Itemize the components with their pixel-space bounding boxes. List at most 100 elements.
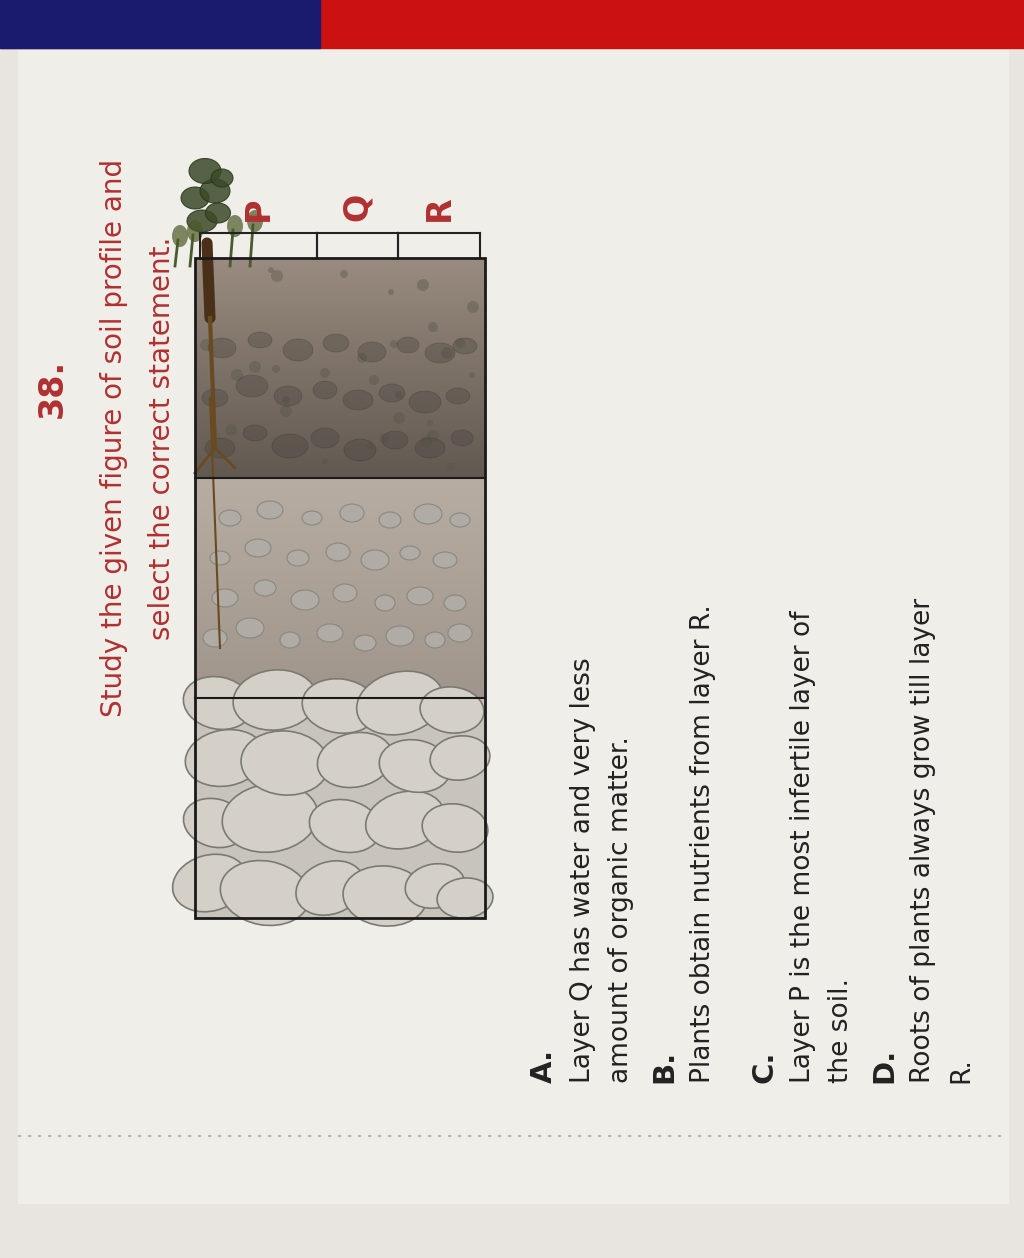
Circle shape <box>231 369 243 381</box>
Circle shape <box>441 347 453 359</box>
Ellipse shape <box>400 546 420 560</box>
Circle shape <box>200 338 212 351</box>
Ellipse shape <box>437 878 493 918</box>
Ellipse shape <box>406 864 465 908</box>
Ellipse shape <box>397 337 419 353</box>
Ellipse shape <box>210 551 230 565</box>
Ellipse shape <box>254 580 276 596</box>
Circle shape <box>417 279 429 291</box>
Ellipse shape <box>379 512 401 528</box>
Ellipse shape <box>379 740 451 793</box>
Ellipse shape <box>203 629 227 647</box>
Ellipse shape <box>189 159 221 184</box>
Ellipse shape <box>227 215 243 237</box>
Ellipse shape <box>386 626 414 647</box>
Bar <box>0 0 319 48</box>
Ellipse shape <box>358 342 386 362</box>
Text: Study the given figure of soil profile and: Study the given figure of soil profile a… <box>100 159 128 717</box>
Ellipse shape <box>181 187 209 209</box>
Circle shape <box>428 322 438 332</box>
Text: R.: R. <box>948 1057 974 1083</box>
Circle shape <box>388 289 394 294</box>
Ellipse shape <box>425 343 455 364</box>
Ellipse shape <box>356 671 443 735</box>
Text: amount of organic matter.: amount of organic matter. <box>608 736 634 1083</box>
Ellipse shape <box>309 800 381 853</box>
Ellipse shape <box>313 381 337 399</box>
Text: Layer P is the most infertile layer of: Layer P is the most infertile layer of <box>790 610 816 1083</box>
Circle shape <box>427 420 433 426</box>
Ellipse shape <box>172 225 188 247</box>
Ellipse shape <box>366 791 444 849</box>
Circle shape <box>427 430 439 442</box>
Ellipse shape <box>220 860 309 926</box>
Ellipse shape <box>311 428 339 448</box>
Circle shape <box>420 437 432 448</box>
Text: P: P <box>243 196 275 221</box>
Text: D.: D. <box>870 1048 898 1083</box>
Ellipse shape <box>205 438 234 458</box>
Circle shape <box>340 270 348 278</box>
Ellipse shape <box>333 584 357 603</box>
Ellipse shape <box>379 384 406 403</box>
Circle shape <box>469 372 475 377</box>
Circle shape <box>455 338 465 348</box>
Ellipse shape <box>248 332 272 348</box>
Ellipse shape <box>219 509 241 526</box>
Circle shape <box>272 365 280 374</box>
Ellipse shape <box>202 389 228 408</box>
Ellipse shape <box>450 513 470 527</box>
Ellipse shape <box>414 504 442 525</box>
Ellipse shape <box>344 439 376 460</box>
Ellipse shape <box>317 624 343 642</box>
Circle shape <box>322 458 328 464</box>
Ellipse shape <box>236 375 268 398</box>
Circle shape <box>393 413 406 424</box>
Ellipse shape <box>274 386 302 406</box>
Ellipse shape <box>257 501 283 520</box>
Circle shape <box>369 375 379 385</box>
Ellipse shape <box>420 687 484 733</box>
Circle shape <box>319 369 330 377</box>
Text: Roots of plants always grow till layer: Roots of plants always grow till layer <box>910 598 936 1083</box>
Ellipse shape <box>433 552 457 569</box>
Text: select the correct statement.: select the correct statement. <box>148 237 176 639</box>
Ellipse shape <box>415 438 445 458</box>
Ellipse shape <box>283 338 313 361</box>
Text: B.: B. <box>650 1049 678 1083</box>
Ellipse shape <box>212 589 238 608</box>
Circle shape <box>367 443 373 449</box>
Circle shape <box>225 424 237 437</box>
Circle shape <box>390 340 398 348</box>
Ellipse shape <box>208 338 236 359</box>
Ellipse shape <box>280 632 300 648</box>
Ellipse shape <box>183 677 253 730</box>
Ellipse shape <box>343 866 427 926</box>
Ellipse shape <box>343 390 373 410</box>
Ellipse shape <box>323 335 349 352</box>
Ellipse shape <box>183 799 247 848</box>
Text: Q: Q <box>341 192 374 221</box>
Ellipse shape <box>243 425 267 442</box>
Circle shape <box>467 301 479 313</box>
Circle shape <box>447 463 455 470</box>
Ellipse shape <box>272 434 308 458</box>
Ellipse shape <box>247 210 263 231</box>
Ellipse shape <box>236 618 264 638</box>
Text: the soil.: the soil. <box>828 977 854 1083</box>
Ellipse shape <box>222 784 317 853</box>
Ellipse shape <box>446 387 470 404</box>
Ellipse shape <box>185 730 264 786</box>
Ellipse shape <box>287 550 309 566</box>
Bar <box>0 0 1024 48</box>
Ellipse shape <box>449 624 472 642</box>
Ellipse shape <box>453 338 477 353</box>
Circle shape <box>357 353 367 364</box>
Ellipse shape <box>451 430 473 447</box>
Ellipse shape <box>233 669 316 730</box>
Text: Plants obtain nutrients from layer R.: Plants obtain nutrients from layer R. <box>690 604 716 1083</box>
Ellipse shape <box>317 732 392 788</box>
Circle shape <box>249 361 261 374</box>
Ellipse shape <box>211 169 233 187</box>
Ellipse shape <box>302 679 378 733</box>
